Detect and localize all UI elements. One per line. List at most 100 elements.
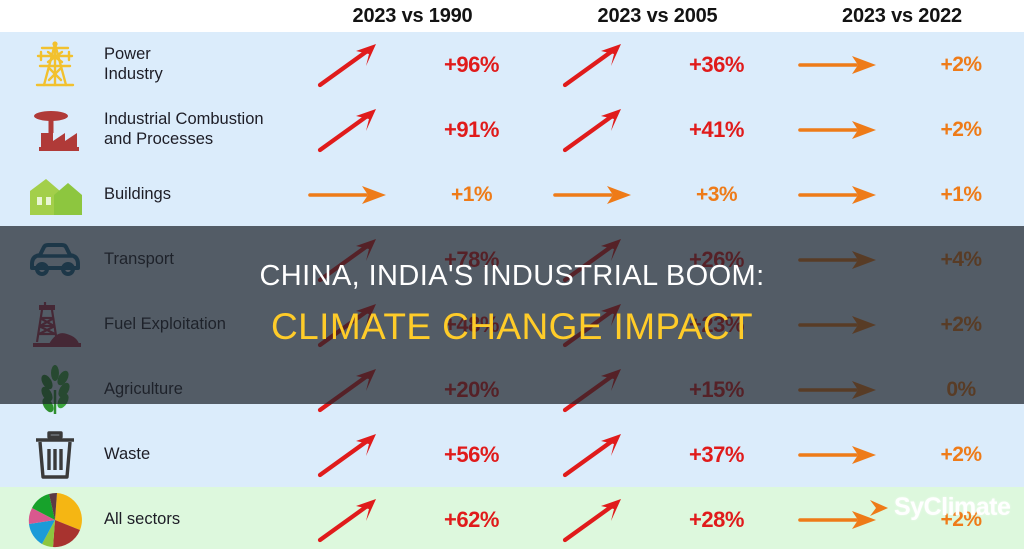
arrow-up-right-icon — [290, 234, 408, 286]
arrow-up-right-icon — [535, 364, 653, 416]
data-cell: +28% — [535, 494, 780, 546]
change-value: +26% — [689, 246, 744, 272]
data-cell: +26% — [535, 234, 780, 286]
sector-label: Power Industry — [104, 45, 163, 83]
buildings-icon — [24, 167, 86, 223]
arrow-up-right-icon — [290, 494, 408, 546]
arrow-up-right-icon — [290, 39, 408, 91]
sector-label: Fuel Exploitation — [104, 314, 226, 333]
data-cell: +1% — [290, 182, 535, 208]
table-row: Transport +78% +26% +4% — [0, 227, 1024, 292]
data-cell: +78% — [290, 234, 535, 286]
arrow-right-icon — [780, 507, 898, 533]
arrow-up-right-icon — [290, 299, 408, 351]
table-row: Agriculture +20% +15% 0% — [0, 357, 1024, 422]
arrow-right-icon — [780, 117, 898, 143]
header-col-1: 2023 vs 1990 — [352, 4, 473, 27]
data-cell: +96% — [290, 39, 535, 91]
arrow-up-right-icon — [290, 429, 408, 481]
arrow-right-icon — [780, 182, 898, 208]
change-value: +2% — [940, 312, 982, 336]
sector-label: Waste — [104, 444, 151, 463]
change-value: +41% — [689, 116, 744, 142]
car-icon — [24, 232, 86, 288]
table-row: Waste +56% +37% +2% — [0, 422, 1024, 487]
change-value: +4% — [940, 247, 982, 271]
arrow-up-right-icon — [535, 299, 653, 351]
sector-cell: Industrial Combustion and Processes — [0, 102, 290, 158]
sector-label: Buildings — [104, 184, 171, 203]
table-row: Buildings +1% +3% +1% — [0, 162, 1024, 227]
change-value: +62% — [444, 507, 499, 532]
data-cell: +56% — [290, 429, 535, 481]
data-cell: +2% — [780, 442, 1024, 468]
factory-icon — [24, 102, 86, 158]
arrow-right-icon — [780, 312, 898, 338]
arrow-up-right-icon — [290, 364, 408, 416]
table-header: 2023 vs 1990 2023 vs 2005 2023 vs 2022 — [0, 0, 1024, 32]
wheat-icon — [24, 362, 86, 418]
table-row: Fuel Exploitation +48% +23% +2% — [0, 292, 1024, 357]
arrow-up-right-icon — [535, 39, 653, 91]
pie-chart-icon — [24, 492, 86, 548]
data-cell: +2% — [780, 52, 1024, 78]
change-value: +15% — [689, 376, 744, 402]
arrow-up-right-icon — [535, 104, 653, 156]
data-cell: +1% — [780, 182, 1024, 208]
data-cell: +23% — [535, 299, 780, 351]
table-row: Industrial Combustion and Processes +91%… — [0, 97, 1024, 162]
change-value: 0% — [946, 377, 976, 401]
sector-label: Industrial Combustion and Processes — [104, 110, 264, 148]
data-cell: +2% — [780, 117, 1024, 143]
data-cell: +2% — [780, 507, 1024, 533]
change-value: +2% — [940, 442, 982, 466]
data-cell: 0% — [780, 377, 1024, 403]
arrow-up-right-icon — [535, 429, 653, 481]
header-col-3: 2023 vs 2022 — [842, 4, 962, 27]
data-cell: +62% — [290, 494, 535, 546]
sector-cell: Power Industry — [0, 37, 290, 93]
arrow-right-icon — [290, 182, 408, 208]
table-row: Power Industry +96% +36% +2% — [0, 32, 1024, 97]
change-value: +91% — [444, 116, 499, 142]
data-cell: +2% — [780, 312, 1024, 338]
arrow-right-icon — [535, 182, 653, 208]
arrow-right-icon — [780, 247, 898, 273]
sector-cell: All sectors — [0, 492, 290, 548]
oil-rig-icon — [24, 297, 86, 353]
arrow-right-icon — [780, 52, 898, 78]
data-cell: +91% — [290, 104, 535, 156]
arrow-right-icon — [780, 442, 898, 468]
arrow-up-right-icon — [535, 234, 653, 286]
data-cell: +37% — [535, 429, 780, 481]
change-value: +1% — [940, 182, 982, 206]
power-pylon-icon — [24, 37, 86, 93]
sector-cell: Fuel Exploitation — [0, 297, 290, 353]
arrow-up-right-icon — [535, 494, 653, 546]
change-value: +2% — [940, 508, 982, 531]
sector-label: Transport — [104, 249, 174, 268]
data-cell: +3% — [535, 182, 780, 208]
change-value: +78% — [444, 246, 499, 272]
change-value: +3% — [695, 182, 738, 206]
data-cell: +36% — [535, 39, 780, 91]
change-value: +36% — [689, 51, 744, 77]
data-cell: +48% — [290, 299, 535, 351]
change-value: +23% — [689, 311, 744, 337]
change-value: +1% — [450, 182, 493, 206]
table-row: All sectors +62% +28% +2% — [0, 487, 1024, 549]
data-cell: +41% — [535, 104, 780, 156]
data-cell: +15% — [535, 364, 780, 416]
sector-label: Agriculture — [104, 379, 183, 398]
change-value: +37% — [689, 441, 744, 467]
change-value: +48% — [444, 311, 499, 337]
header-col-2: 2023 vs 2005 — [597, 4, 718, 27]
arrow-right-icon — [780, 377, 898, 403]
change-value: +20% — [444, 376, 499, 402]
sector-label: All sectors — [104, 510, 181, 529]
data-cell: +4% — [780, 247, 1024, 273]
sector-cell: Buildings — [0, 167, 290, 223]
sector-cell: Waste — [0, 427, 290, 483]
sector-cell: Transport — [0, 232, 290, 288]
